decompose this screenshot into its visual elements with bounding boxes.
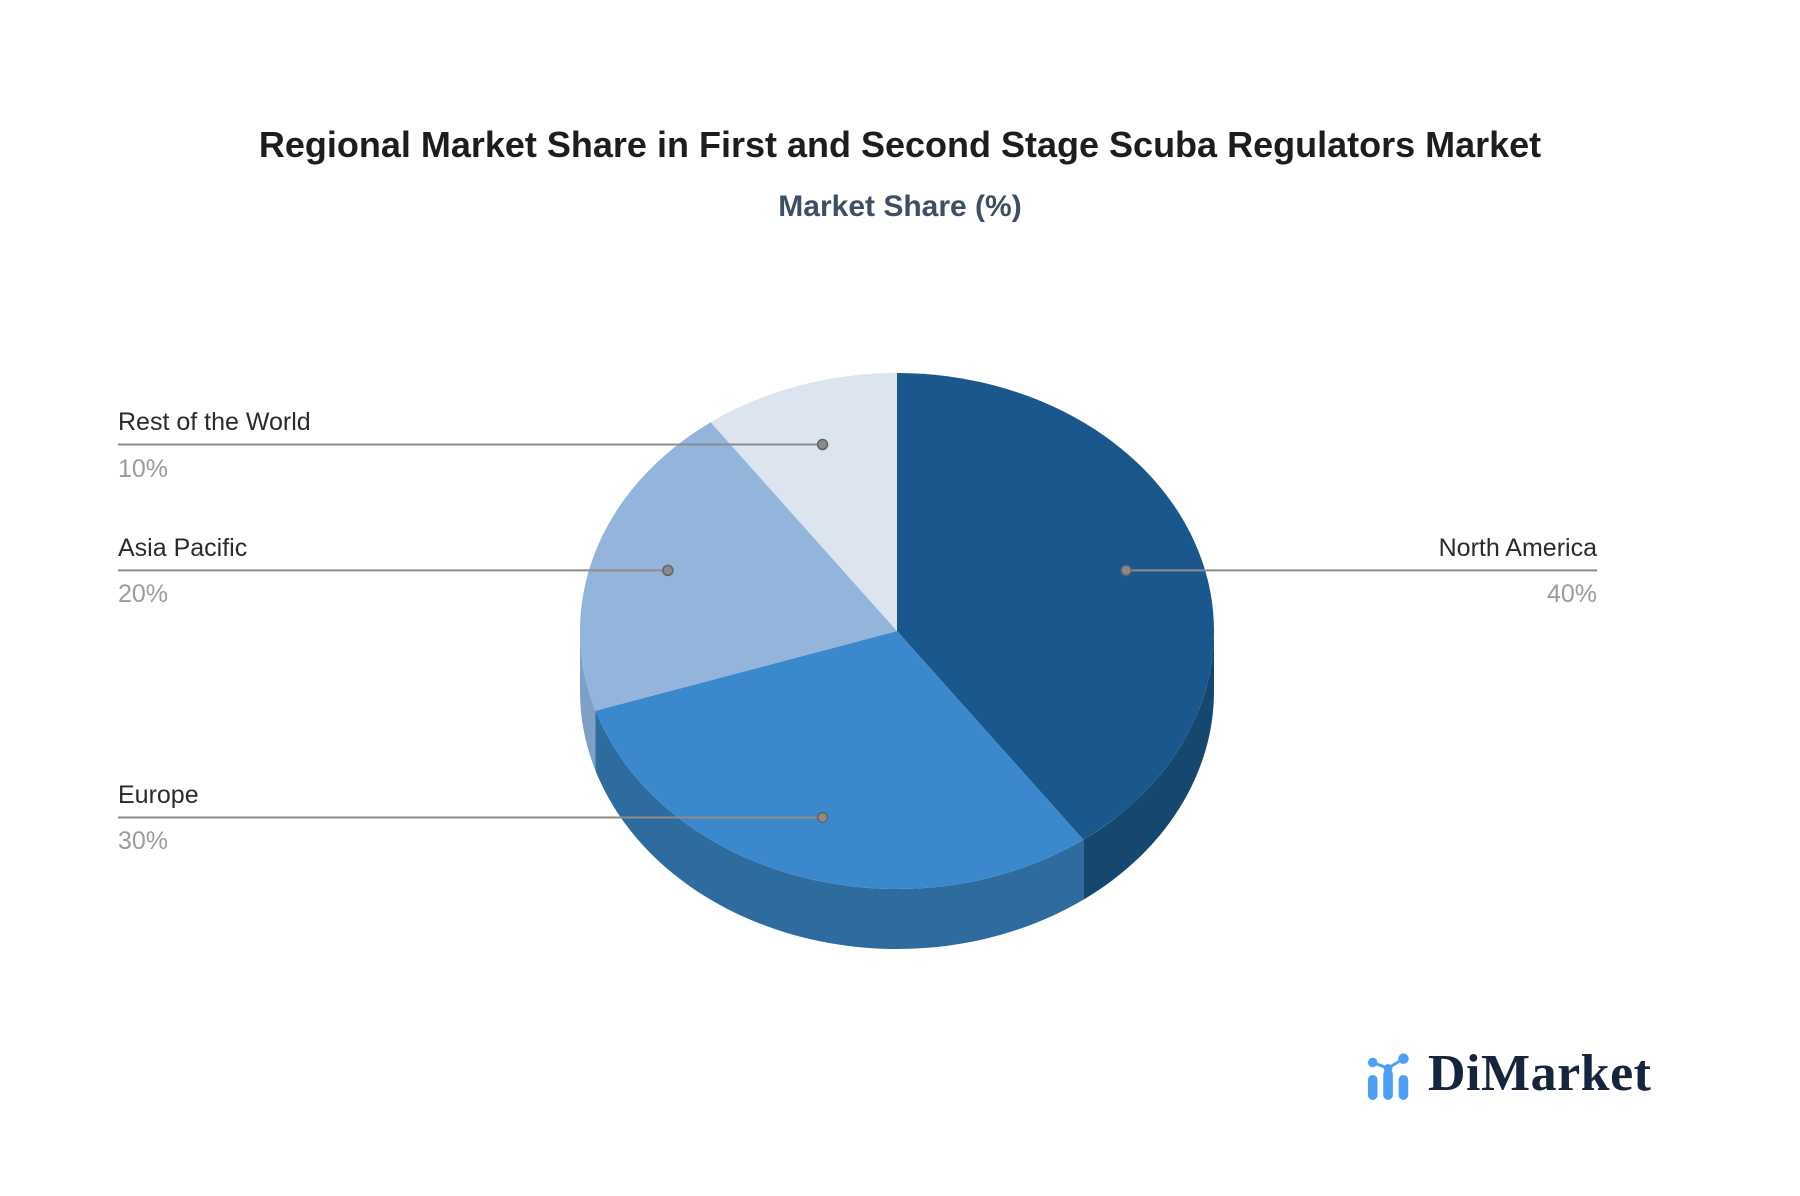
page-title: Regional Market Share in First and Secon…	[258, 124, 1542, 165]
slice-label-north-america: North America	[1438, 533, 1597, 562]
brand-logo: DiMarket	[1366, 1040, 1651, 1100]
pie-slice-north-america	[897, 373, 1215, 840]
slice-label-rest-of-the-world: Rest of the World	[118, 407, 311, 436]
pie-slice-side-asia-pacific	[580, 631, 596, 771]
bar-line-chart-icon	[1367, 1053, 1409, 1100]
slice-value-rest-of-the-world: 10%	[118, 454, 169, 483]
callout-dot-north-america	[1120, 564, 1132, 577]
slice-label-europe: Europe	[118, 780, 199, 809]
slice-label-asia-pacific: Asia Pacific	[118, 533, 248, 562]
pie-slice-side-europe	[595, 710, 1084, 950]
callout-dot-europe	[816, 811, 829, 824]
pie-slice-europe	[595, 631, 1084, 890]
pie-slice-asia-pacific	[580, 422, 897, 711]
chart-subtitle: Market Share (%)	[778, 190, 1022, 223]
pie-slice-rest-of-the-world	[710, 373, 897, 631]
slice-value-asia-pacific: 20%	[118, 580, 169, 609]
callout-dot-rest-of-the-world	[816, 438, 829, 451]
slice-value-europe: 30%	[118, 827, 169, 856]
slice-value-north-america: 40%	[1546, 580, 1597, 609]
brand-name: DiMarket	[1428, 1045, 1652, 1102]
pie-slice-side-north-america	[1083, 631, 1214, 900]
callout-dot-asia-pacific	[662, 564, 674, 577]
